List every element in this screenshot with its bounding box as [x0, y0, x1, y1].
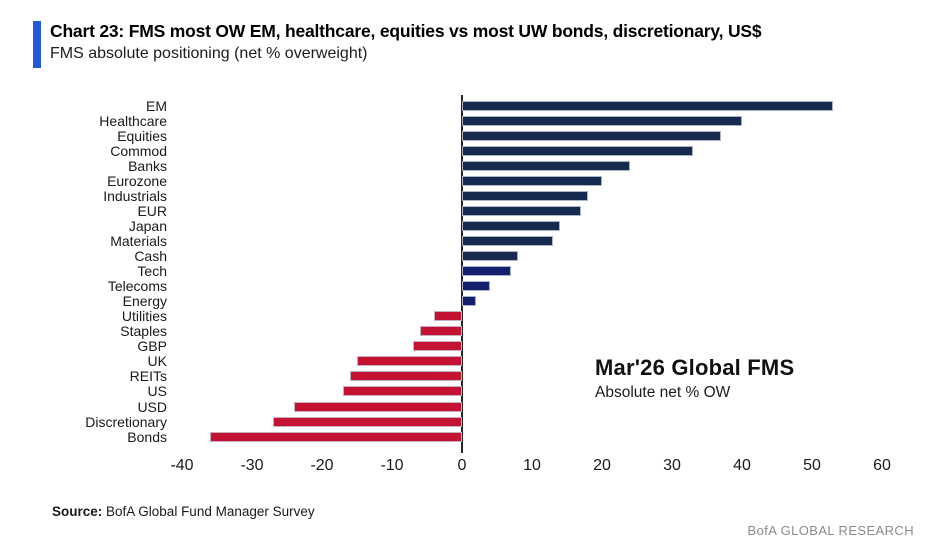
- category-label-telecoms: Telecoms: [107, 278, 167, 295]
- x-tick--30: -30: [240, 457, 264, 474]
- bar-healthcare: [462, 115, 742, 126]
- category-label-equities: Equities: [117, 127, 167, 144]
- category-label-discretionary: Discretionary: [85, 413, 167, 430]
- bar-eur: [462, 205, 581, 216]
- bar-energy: [462, 296, 476, 307]
- x-tick-30: 30: [663, 457, 681, 474]
- category-label-gbp: GBP: [137, 338, 167, 355]
- bar-gbp: [413, 341, 462, 352]
- category-label-tech: Tech: [137, 263, 167, 280]
- chart-title: Chart 23: FMS most OW EM, healthcare, eq…: [50, 21, 762, 41]
- x-tick--40: -40: [170, 457, 194, 474]
- source-text: BofA Global Fund Manager Survey: [102, 504, 315, 519]
- category-label-bonds: Bonds: [127, 428, 167, 445]
- bar-eurozone: [462, 175, 602, 186]
- x-tick-50: 50: [803, 457, 821, 474]
- category-label-banks: Banks: [128, 157, 167, 174]
- category-label-uk: UK: [147, 353, 167, 370]
- category-label-staples: Staples: [120, 323, 167, 340]
- x-tick-60: 60: [873, 457, 891, 474]
- bar-us: [343, 386, 462, 397]
- x-tick--20: -20: [310, 457, 334, 474]
- annotation-metric: Absolute net % OW: [595, 384, 731, 401]
- bar-japan: [462, 220, 560, 231]
- bar-utilities: [434, 311, 462, 322]
- bar-reits: [350, 371, 462, 382]
- x-tick-0: 0: [457, 457, 467, 474]
- bar-telecoms: [462, 281, 490, 292]
- category-label-reits: REITs: [129, 368, 167, 385]
- x-tick-40: 40: [733, 457, 751, 474]
- bar-usd: [294, 401, 462, 412]
- brand-mark: BofA GLOBAL RESEARCH: [747, 523, 914, 538]
- category-label-utilities: Utilities: [121, 308, 167, 325]
- bar-industrials: [462, 190, 588, 201]
- chart-subtitle: FMS absolute positioning (net % overweig…: [50, 45, 368, 62]
- category-label-em: EM: [146, 97, 167, 114]
- category-label-materials: Materials: [110, 232, 167, 249]
- bar-bonds: [210, 431, 462, 442]
- bar-equities: [462, 130, 721, 141]
- source-label: Source:: [52, 504, 103, 519]
- category-label-healthcare: Healthcare: [99, 112, 167, 129]
- category-label-cash: Cash: [134, 248, 167, 264]
- bar-commod: [462, 145, 693, 156]
- source-note: Source: BofA Global Fund Manager Survey: [52, 504, 315, 519]
- annotation-survey-name: Mar'26 Global FMS: [595, 355, 795, 380]
- x-tick--10: -10: [380, 457, 404, 474]
- bar-banks: [462, 160, 630, 171]
- category-label-eurozone: Eurozone: [107, 172, 167, 189]
- category-label-energy: Energy: [122, 293, 167, 310]
- bar-staples: [420, 326, 462, 337]
- x-tick-20: 20: [593, 457, 611, 474]
- category-label-japan: Japan: [128, 217, 167, 234]
- category-label-us: US: [147, 383, 167, 400]
- bar-materials: [462, 235, 553, 246]
- x-tick-10: 10: [523, 457, 541, 474]
- bar-tech: [462, 266, 511, 277]
- category-label-industrials: Industrials: [103, 187, 167, 204]
- bar-em: [462, 100, 833, 111]
- bar-uk: [357, 356, 462, 367]
- category-label-commod: Commod: [110, 142, 167, 159]
- bar-cash: [462, 251, 518, 261]
- title-accent-bar: [33, 21, 41, 68]
- bar-discretionary: [273, 416, 462, 427]
- category-label-eur: EUR: [137, 202, 167, 219]
- category-label-usd: USD: [137, 398, 167, 415]
